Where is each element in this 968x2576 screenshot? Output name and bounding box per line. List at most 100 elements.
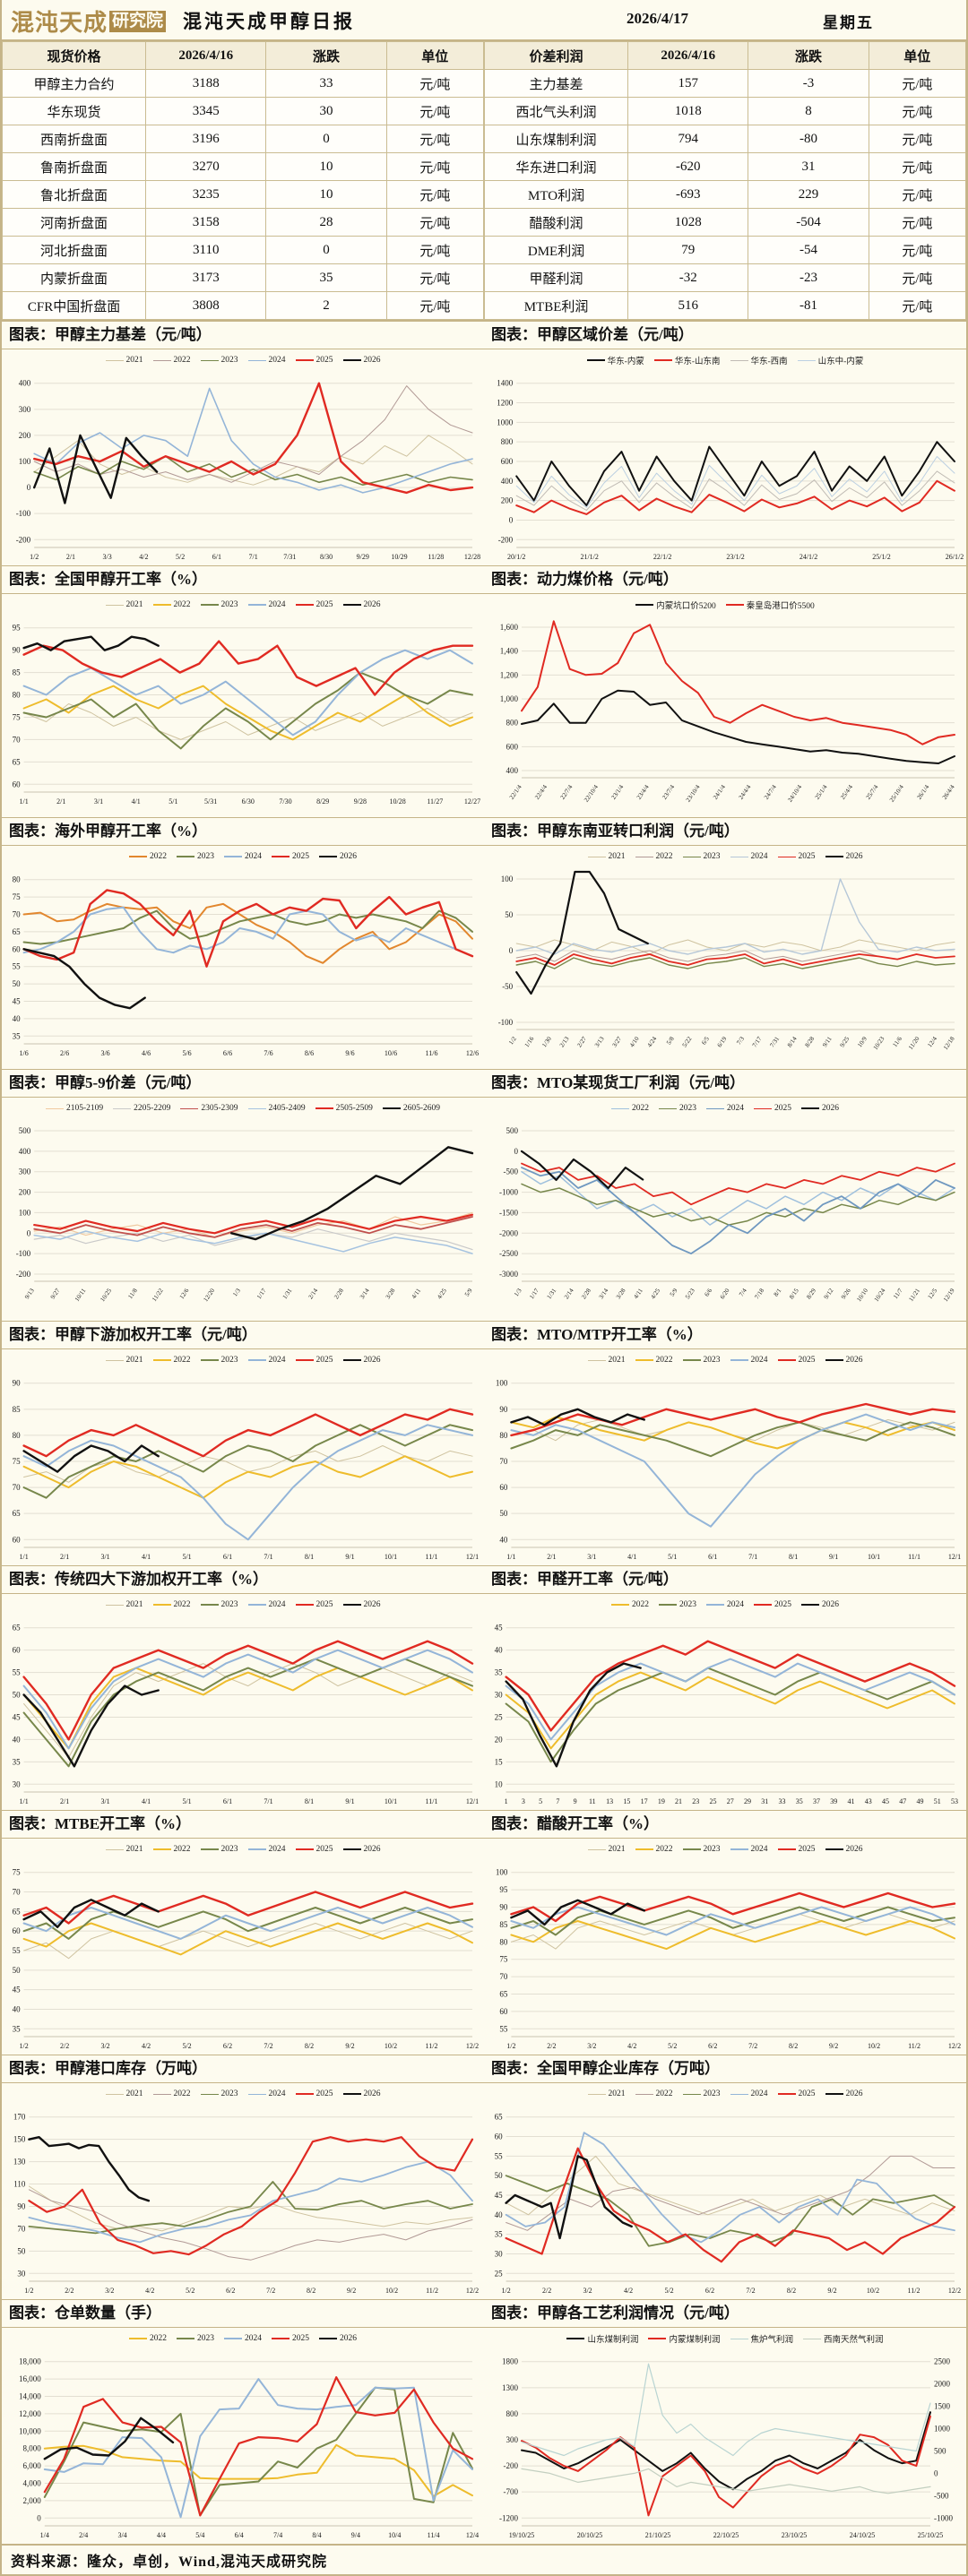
svg-text:2/1: 2/1: [60, 1797, 69, 1805]
chart-legend: 2105-2109 2205-2209 2305-2309 2405-2409 2505…: [2, 1102, 484, 1115]
svg-text:0: 0: [934, 2468, 938, 2477]
column-header: 涨跌: [265, 41, 387, 70]
svg-text:12/20: 12/20: [202, 1287, 216, 1303]
svg-text:50: 50: [13, 1691, 22, 1700]
svg-text:25/7/4: 25/7/4: [865, 783, 880, 801]
table-cell: 30: [265, 97, 387, 125]
table-cell: 元/吨: [385, 125, 485, 153]
legend-item: 西南天然气利润: [803, 2332, 884, 2345]
table-cell: 1018: [627, 97, 749, 125]
chart-legend: 2021 2022 2023 2024 2025 2026: [2, 354, 484, 366]
legend-item: 2024: [730, 1356, 768, 1365]
column-header: 现货价格: [1, 41, 147, 70]
svg-text:75: 75: [13, 892, 22, 901]
chart-legend: 内蒙坑口价5200 秦皇岛港口价5500: [484, 599, 966, 611]
table-cell: DME利润: [483, 236, 629, 264]
legend-line-swatch: [653, 359, 672, 361]
table-cell: 元/吨: [868, 263, 967, 292]
legend-line-swatch: [342, 1359, 361, 1361]
svg-text:40: 40: [13, 1735, 22, 1744]
svg-text:8/1: 8/1: [305, 1797, 314, 1805]
table-cell: 157: [627, 69, 749, 98]
legend-item: 2024: [224, 852, 262, 861]
chart-canvas: 90 85 80 75 70 65 60 1/1 2/1 3/1 4/1 5/1 6/1 7/1 8/1 9/…: [13, 1379, 480, 1561]
svg-text:5/9: 5/9: [669, 1287, 679, 1297]
svg-text:11: 11: [589, 1797, 596, 1805]
svg-text:25/1/4: 25/1/4: [814, 783, 829, 801]
svg-text:24/10/4: 24/10/4: [786, 783, 803, 804]
svg-text:10/2: 10/2: [385, 2042, 397, 2050]
svg-text:31: 31: [761, 1797, 768, 1805]
legend-line-swatch: [725, 604, 744, 606]
svg-text:9/1: 9/1: [345, 1553, 354, 1561]
svg-text:40: 40: [495, 2210, 504, 2219]
legend-item: 秦皇岛港口价5500: [725, 599, 815, 611]
svg-text:70: 70: [17, 2224, 26, 2233]
table-row: 甲醇主力合约 3188 33 元/吨: [1, 69, 485, 98]
table-cell: 甲醛利润: [483, 263, 629, 292]
legend-line-swatch: [730, 2093, 748, 2095]
svg-text:26/4/4: 26/4/4: [941, 783, 956, 801]
svg-text:6/1: 6/1: [212, 553, 221, 561]
legend-line-swatch: [825, 1359, 843, 1361]
legend-item: 2205-2209: [113, 1104, 170, 1113]
legend-item: 2505-2509: [315, 1104, 373, 1113]
svg-text:3/28: 3/28: [385, 1287, 397, 1300]
table-cell: 229: [748, 180, 869, 209]
chart-canvas: 75 70 65 60 55 50 45 40 35 1/2 2/2 3/2 4/2 5/2 6/2 7/2 8…: [13, 1868, 480, 2050]
legend-item: 2025: [295, 356, 333, 365]
chart-legend: 2022 2023 2024 2025 2026: [484, 1102, 966, 1115]
svg-text:39: 39: [830, 1797, 837, 1805]
svg-text:-200: -200: [16, 1270, 31, 1279]
table-header-row: 价差利润 2026/4/16 涨跌 单位: [483, 41, 967, 70]
svg-text:7/1: 7/1: [264, 1553, 272, 1561]
table-cell: 华东现货: [1, 97, 147, 125]
legend-line-swatch: [224, 856, 242, 857]
svg-text:12/4: 12/4: [926, 1035, 938, 1048]
svg-text:10/2: 10/2: [385, 2287, 398, 2295]
table-cell: 元/吨: [385, 97, 485, 125]
table-cell: 8: [748, 97, 869, 125]
chart-acetic-acid-rate: 图表：醋酸开工率（%） 2021 2022 2023 2024 2025 2026 100 95…: [484, 1810, 966, 2055]
svg-text:0: 0: [509, 946, 514, 955]
svg-text:50: 50: [499, 1509, 508, 1518]
svg-text:1/2: 1/2: [24, 2287, 33, 2295]
svg-text:1/2: 1/2: [506, 2042, 515, 2050]
chart-canvas: 65 60 55 50 45 40 35 30 1/1 2/1 3/1 4/1 5/1 6/1 7/1 8/1…: [13, 1624, 480, 1805]
legend-line-swatch: [777, 1359, 796, 1361]
brand-logo-text: 混沌天成: [11, 10, 108, 36]
svg-text:5/23: 5/23: [684, 1287, 696, 1300]
svg-text:1/3: 1/3: [231, 1287, 242, 1297]
legend-item: 2025: [295, 1356, 333, 1365]
legend-line-swatch: [659, 1604, 677, 1606]
legend-line-swatch: [342, 2093, 361, 2095]
chart-mtbe-rate: 图表：MTBE开工率（%） 2021 2022 2023 2024 2025 2026 75 7…: [2, 1810, 484, 2055]
legend-line-swatch: [152, 1848, 171, 1850]
table-cell: 10: [265, 152, 387, 181]
legend-item: 2026: [342, 1845, 381, 1854]
svg-text:8/2: 8/2: [305, 2042, 314, 2050]
svg-text:200: 200: [501, 496, 514, 505]
svg-text:35: 35: [495, 2230, 504, 2239]
svg-text:35: 35: [495, 1668, 504, 1677]
legend-item: 2021: [105, 600, 143, 609]
svg-text:2/28: 2/28: [333, 1287, 345, 1300]
svg-text:30: 30: [13, 1779, 22, 1788]
svg-text:7/4: 7/4: [738, 1287, 748, 1297]
legend-item: 2023: [682, 1356, 721, 1365]
svg-text:13: 13: [606, 1797, 613, 1805]
table-cell: 元/吨: [868, 236, 967, 264]
column-header: 单位: [385, 41, 485, 70]
svg-text:9/28: 9/28: [354, 797, 367, 806]
svg-text:5/6: 5/6: [182, 1049, 191, 1057]
legend-line-swatch: [105, 1848, 124, 1850]
legend-item: 2024: [730, 852, 768, 861]
legend-line-swatch: [113, 1107, 132, 1109]
legend-item: 2026: [319, 2334, 357, 2343]
column-header: 2026/4/16: [627, 41, 749, 70]
svg-text:1200: 1200: [497, 399, 514, 408]
chart-legend: 2021 2022 2023 2024 2025 2026: [484, 1354, 966, 1366]
chart-title: 图表：全国甲醇企业库存（万吨）: [484, 2055, 966, 2083]
svg-text:33: 33: [779, 1797, 786, 1805]
chart-overseas-operating-rate: 图表：海外甲醇开工率（%） 2022 2023 2024 2025 2026 80 75 70 6…: [2, 817, 484, 1069]
